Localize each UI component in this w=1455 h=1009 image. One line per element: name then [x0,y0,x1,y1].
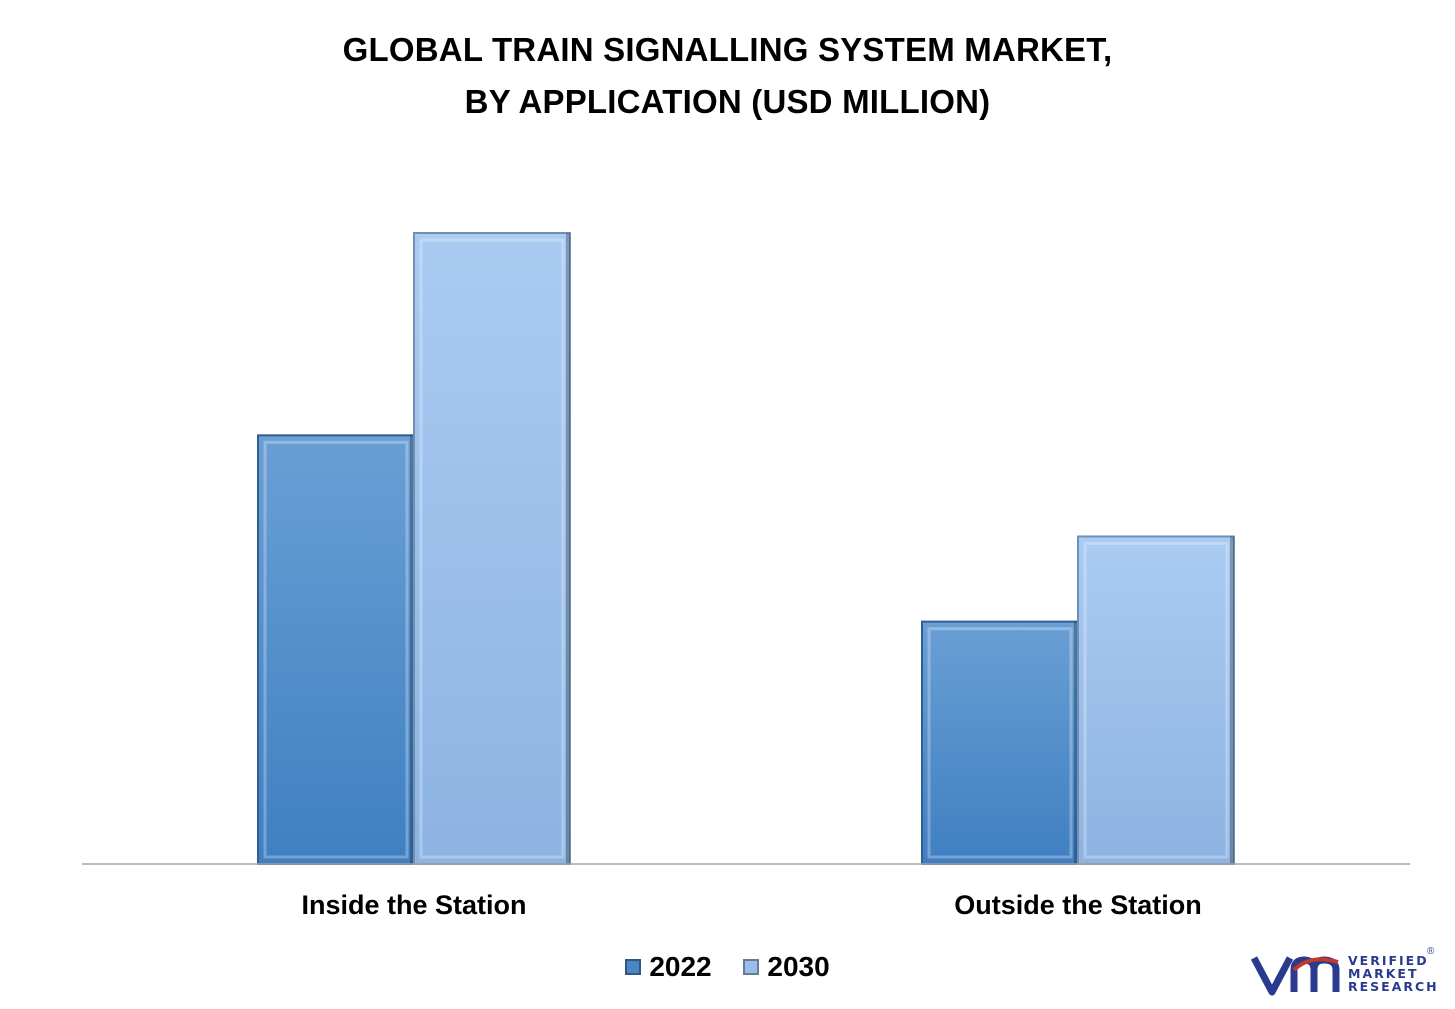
legend-item-2030: 2030 [743,951,830,983]
vmr-logo-mark-icon [1250,956,1340,996]
bar-2030-inside [413,232,571,865]
registered-mark: ® [1427,946,1435,957]
bar-2022-inside [257,434,415,865]
logo-text: VERIFIED MARKET RESEARCH [1348,954,1439,993]
bars-group [257,232,1235,865]
category-label-outside: Outside the Station [954,890,1202,920]
legend-swatch-2022 [625,959,642,975]
bar-2030-outside [1077,535,1235,865]
legend-swatch-2030 [743,959,760,975]
verified-market-research-logo: VERIFIED MARKET RESEARCH ® [1250,946,1437,998]
chart-title-line-1: GLOBAL TRAIN SIGNALLING SYSTEM MARKET, [342,31,1113,68]
legend-label-2022: 2022 [649,951,712,982]
logo-line-verified: VERIFIED [1348,953,1429,968]
chart-title-line-2: BY APPLICATION (USD MILLION) [464,83,991,120]
bar-2022-outside [921,620,1079,865]
legend: 2022 2030 [0,950,1455,983]
logo-line-research: RESEARCH [1348,979,1439,994]
category-label-inside: Inside the Station [301,890,527,920]
legend-item-2022: 2022 [625,951,712,983]
legend-label-2030: 2030 [767,951,830,982]
logo-line-market: MARKET [1348,966,1419,981]
chart-title: GLOBAL TRAIN SIGNALLING SYSTEM MARKET, B… [0,24,1455,128]
